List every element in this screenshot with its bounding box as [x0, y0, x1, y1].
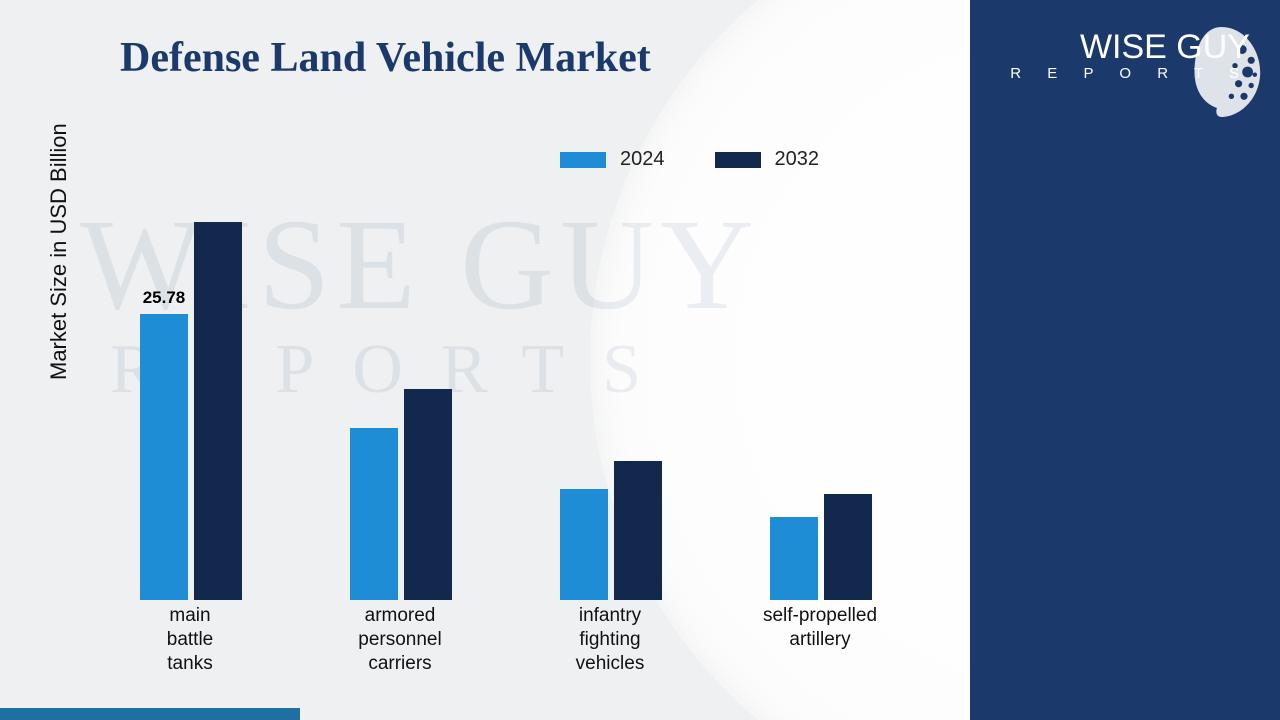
brand-line2: R E P O R T S — [1010, 65, 1250, 82]
legend-swatch-2024 — [560, 152, 606, 168]
legend-label-2024: 2024 — [620, 148, 665, 171]
bar — [614, 461, 662, 600]
legend-label-2032: 2032 — [775, 148, 820, 171]
bar — [824, 494, 872, 600]
bar — [194, 222, 242, 600]
category-label: self-propelledartillery — [735, 604, 905, 652]
bar — [404, 389, 452, 600]
footer-accent-bar — [0, 708, 300, 720]
category-label: mainbattletanks — [105, 604, 275, 675]
category-label: infantryfightingvehicles — [525, 604, 695, 675]
bar — [770, 517, 818, 600]
stage: WISE GUY REPORTS Defense Land Vehicle Ma… — [0, 0, 1280, 720]
bar — [350, 428, 398, 600]
legend: 2024 2032 — [560, 148, 819, 171]
bar — [560, 489, 608, 600]
legend-item-2032: 2032 — [715, 148, 820, 171]
page-title: Defense Land Vehicle Market — [120, 34, 651, 82]
brand-line1: WISE GUY — [1010, 28, 1250, 67]
plot-area: 25.78mainbattletanksarmoredpersonnelcarr… — [110, 200, 950, 600]
category-label: armoredpersonnelcarriers — [315, 604, 485, 675]
chart: 25.78mainbattletanksarmoredpersonnelcarr… — [110, 200, 950, 600]
bar — [140, 314, 188, 600]
y-axis-label: Market Size in USD Billion — [46, 123, 72, 380]
brand-logo: WISE GUY R E P O R T S — [1010, 28, 1250, 82]
legend-item-2024: 2024 — [560, 148, 665, 171]
legend-swatch-2032 — [715, 152, 761, 168]
